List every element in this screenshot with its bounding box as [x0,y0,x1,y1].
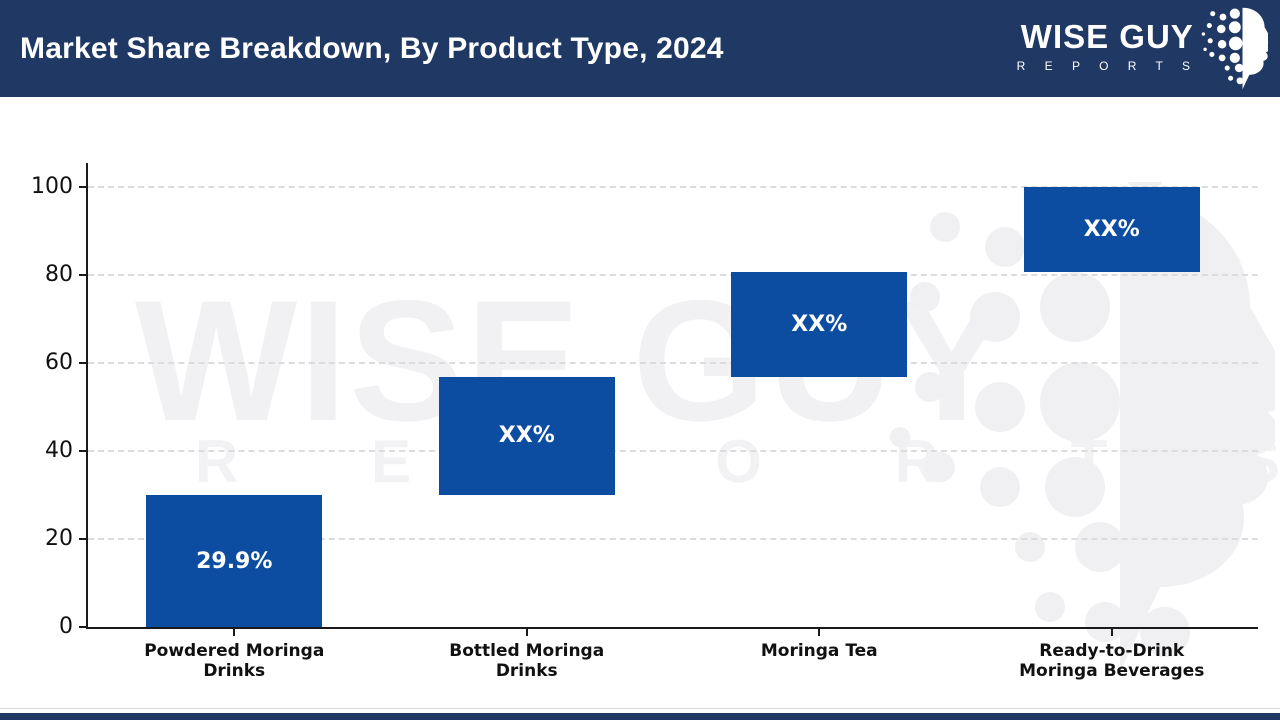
xtick-2 [818,629,821,636]
ytick-label-20: 20 [45,526,73,551]
footer-bar [0,713,1280,720]
ytick-20 [79,538,88,540]
xtick-0 [233,629,236,636]
ytick-label-80: 80 [45,262,73,287]
page-title: Market Share Breakdown, By Product Type,… [20,31,724,65]
footer-divider [0,708,1280,709]
bar-value-label-1: XX% [498,423,555,449]
bar-value-label-3: XX% [1083,216,1140,242]
ytick-0 [79,626,88,628]
watermark-head-icon [880,182,1275,672]
category-label-2: Moringa Tea [760,641,878,661]
ytick-60 [79,362,88,364]
logo-brand-text: WISE GUY [1020,18,1194,55]
gridline-100 [88,186,1258,188]
header-bar: Market Share Breakdown, By Product Type,… [0,0,1280,97]
bar-3: XX% [1023,187,1200,272]
gridline-40 [88,450,1258,452]
category-label-0: Powdered Moringa Drinks [144,641,325,681]
gridline-60 [88,362,1258,364]
ytick-label-0: 0 [59,614,73,639]
bar-value-label-0: 29.9% [196,548,273,574]
xtick-3 [1110,629,1113,636]
gridline-20 [88,538,1258,540]
category-label-1: Bottled Moringa Drinks [449,641,605,681]
ytick-label-60: 60 [45,350,73,375]
gridline-80 [88,274,1258,276]
bar-value-label-2: XX% [791,311,848,337]
bar-2: XX% [731,272,908,377]
ytick-label-100: 100 [31,174,73,199]
ytick-40 [79,450,88,452]
x-axis-spine [86,627,1258,629]
category-label-3: Ready-to-Drink Moringa Beverages [1019,641,1205,681]
ytick-100 [79,186,88,188]
xtick-1 [525,629,528,636]
ytick-label-40: 40 [45,438,73,463]
logo-head-icon [1201,7,1268,90]
bar-0: 29.9% [146,495,323,627]
logo: WISE GUY R E P O R T S [1016,0,1270,97]
logo-reports-text: R E P O R T S [1016,59,1198,73]
y-axis-spine [86,163,88,629]
bar-1: XX% [438,376,615,495]
ytick-80 [79,274,88,276]
